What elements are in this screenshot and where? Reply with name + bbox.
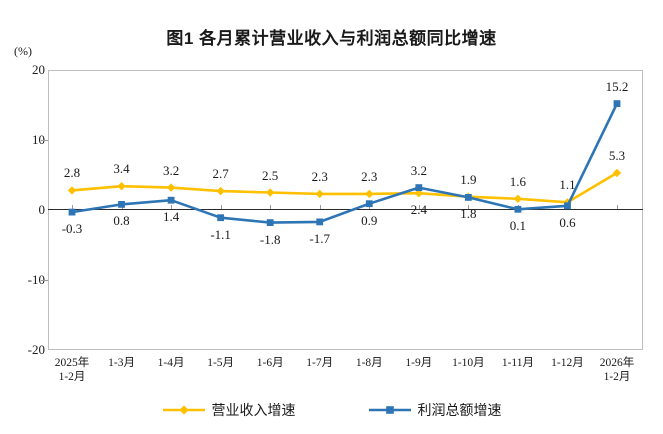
- y-axis-tick-label: -10: [27, 272, 45, 287]
- y-axis-tickmark: [41, 140, 48, 141]
- x-axis-category-line1: 2026年: [599, 357, 635, 369]
- chart-legend: 营业收入增速 利润总额增速: [0, 400, 663, 420]
- x-axis-category-line1: 1-10月: [452, 357, 485, 369]
- x-axis-category-label: 1-10月: [452, 356, 485, 370]
- legend-swatch-square-icon: [368, 406, 411, 414]
- x-axis-category-label: 1-11月: [502, 356, 534, 370]
- y-axis-tick-label: 10: [32, 132, 45, 147]
- x-axis-category-line1: 1-9月: [405, 357, 433, 369]
- x-axis-category-label: 1-12月: [551, 356, 584, 370]
- y-axis-tickmark-minus10: [41, 280, 48, 281]
- data-label-revenue: 5.3: [608, 147, 626, 163]
- data-label-profit: 3.2: [410, 162, 427, 178]
- data-label-revenue: 2.4: [410, 202, 427, 218]
- plot-area: [48, 70, 643, 350]
- legend-label: 利润总额增速: [417, 402, 502, 418]
- chart-title: 图1 各月累计营业收入与利润总额同比增速: [166, 29, 497, 48]
- x-axis-category-line2: 1-2月: [603, 371, 631, 383]
- y-axis-tick-label: 20: [32, 62, 45, 77]
- x-axis-category-label: 1-8月: [356, 356, 383, 370]
- data-label-profit: -1.1: [210, 226, 231, 242]
- data-label-profit: 0.9: [361, 212, 378, 228]
- x-axis-category-line1: 2025年: [54, 357, 90, 369]
- x-axis-category-label: 1-9月: [405, 356, 432, 370]
- x-axis-category-label: 1-6月: [257, 356, 284, 370]
- x-axis-category-label: 1-7月: [306, 356, 333, 370]
- data-label-revenue: 2.5: [262, 167, 279, 183]
- y-axis-unit-label: (%): [14, 44, 32, 58]
- data-label-profit: 1.8: [460, 206, 477, 222]
- x-axis-category-line1: 1-5月: [207, 357, 235, 369]
- legend-label: 营业收入增速: [211, 402, 296, 418]
- legend-item-profit[interactable]: 利润总额增速: [368, 400, 502, 420]
- data-label-revenue: 1.9: [460, 171, 477, 187]
- x-axis-category-line2: 1-2月: [58, 371, 86, 383]
- zero-baseline: [48, 209, 643, 210]
- data-label-profit: -1.8: [259, 231, 281, 247]
- data-label-revenue: 1.6: [509, 173, 527, 189]
- x-axis-category-line1: 1-3月: [108, 357, 135, 369]
- data-label-revenue: 1.1: [559, 177, 576, 193]
- y-axis-tick-label: 0: [38, 202, 46, 217]
- x-axis-category-label: 1-5月: [207, 356, 234, 370]
- data-label-revenue: 2.7: [212, 166, 229, 182]
- data-label-profit: 0.8: [113, 213, 130, 229]
- data-label-profit: 15.2: [605, 78, 629, 94]
- data-label-revenue: 3.2: [162, 162, 180, 178]
- data-label-profit: -0.3: [61, 221, 83, 237]
- data-label-revenue: 2.3: [311, 168, 328, 184]
- data-label-profit: 1.4: [162, 209, 180, 225]
- x-axis-category-line1: 1-8月: [355, 357, 383, 369]
- x-axis-category-label: 2026年 1-2月: [600, 356, 635, 384]
- x-axis-category-label: 1-3月: [108, 356, 135, 370]
- legend-swatch-diamond-icon: [162, 405, 205, 415]
- y-axis-tick-label: -20: [27, 342, 45, 357]
- legend-item-revenue[interactable]: 营业收入增速: [162, 400, 296, 420]
- x-axis-category-line1: 1-11月: [501, 357, 534, 369]
- x-axis-category-line1: 1-6月: [256, 357, 284, 369]
- x-axis-category-label: 1-4月: [158, 356, 185, 370]
- data-label-profit: -1.7: [309, 230, 331, 246]
- data-label-profit: 0.6: [559, 214, 576, 230]
- x-axis-category-line1: 1-4月: [157, 357, 185, 369]
- y-axis-tick-labels: 20 10 0 -10 -20: [0, 0, 45, 434]
- x-axis-category-line1: 1-7月: [306, 357, 334, 369]
- x-axis-category-label: 2025年 1-2月: [55, 356, 90, 384]
- data-label-revenue: 2.8: [63, 165, 81, 181]
- data-label-profit: 0.1: [509, 218, 527, 234]
- data-label-revenue: 3.4: [113, 161, 130, 177]
- x-axis-category-line1: 1-12月: [551, 357, 584, 369]
- data-label-revenue: 2.3: [361, 168, 378, 184]
